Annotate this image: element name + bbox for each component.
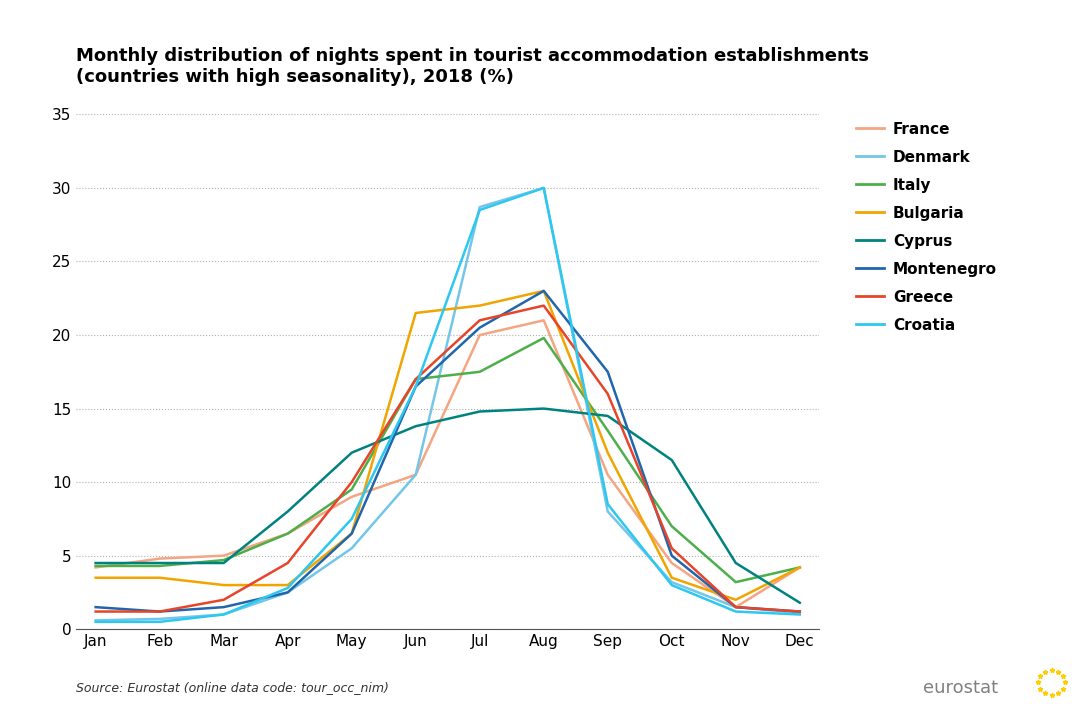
Text: Monthly distribution of nights spent in tourist accommodation establishments
(co: Monthly distribution of nights spent in … [76, 47, 869, 86]
Text: eurostat: eurostat [923, 679, 998, 697]
Legend: France, Denmark, Italy, Bulgaria, Cyprus, Montenegro, Greece, Croatia: France, Denmark, Italy, Bulgaria, Cyprus… [856, 122, 997, 333]
Text: Source: Eurostat (online data code: tour_occ_nim): Source: Eurostat (online data code: tour… [76, 681, 390, 694]
